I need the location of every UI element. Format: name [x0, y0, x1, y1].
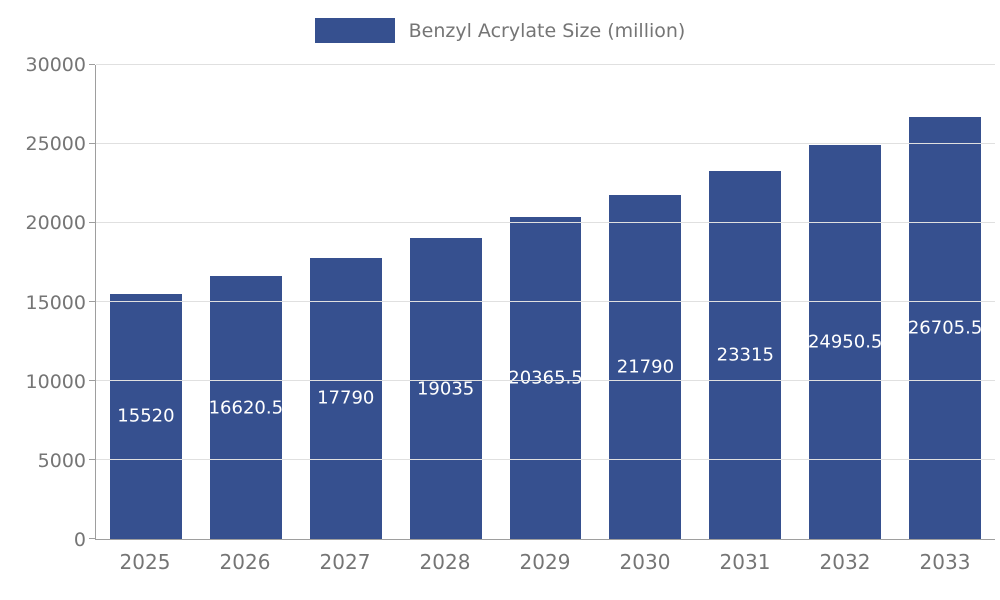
- gridline: [96, 459, 995, 461]
- bar[interactable]: 21790: [609, 194, 682, 539]
- bar-value-label: 20365.5: [508, 367, 583, 389]
- bar-value-label: 15520: [117, 405, 175, 427]
- x-axis-tick-label: 2025: [119, 550, 171, 574]
- y-axis-labels: 0 5000 10000 15000 20000 25000 30000: [0, 54, 86, 551]
- bar-column: 26705.5: [895, 65, 995, 539]
- x-axis-tick-label: 2030: [619, 550, 671, 574]
- bar[interactable]: 17790: [309, 257, 382, 539]
- bar-value-label: 16620.5: [208, 397, 284, 419]
- bar[interactable]: 24950.5: [807, 144, 883, 539]
- y-axis-tick: [89, 538, 95, 539]
- bar[interactable]: 19035: [409, 238, 482, 539]
- x-axis-labels: 2025 2026 2027 2028 2029 2030 2031 2032 2033: [95, 550, 995, 574]
- y-axis-tick-label: 30000: [25, 54, 86, 76]
- gridline: [96, 380, 995, 382]
- bar-value-label: 26705.5: [907, 317, 983, 339]
- gridline: [96, 301, 995, 302]
- bar[interactable]: 26705.5: [907, 117, 983, 539]
- y-axis-tick-label: 15000: [25, 291, 86, 314]
- bars-container: 15520 16620.5 17790 19035 20365.5 21790 23315 2…: [96, 65, 995, 539]
- bar-column: 15520: [96, 65, 196, 539]
- gridline: [96, 64, 995, 65]
- bar-column: 20365.5: [496, 65, 596, 539]
- y-axis-tick-label: 20000: [25, 212, 86, 235]
- y-axis-tick: [89, 222, 95, 224]
- bar[interactable]: 23315: [709, 170, 782, 539]
- bar-value-label: 17790: [317, 387, 375, 409]
- x-axis-tick-label: 2027: [319, 550, 371, 574]
- bar-value-label: 23315: [716, 344, 774, 366]
- y-axis-tick-label: 10000: [25, 370, 86, 393]
- x-axis-tick-label: 2031: [719, 550, 771, 574]
- bar[interactable]: 16620.5: [208, 276, 284, 539]
- y-axis-tick: [89, 143, 95, 144]
- plot-area: 15520 16620.5 17790 19035 20365.5 21790 23315 2…: [89, 64, 995, 540]
- bar-column: 23315: [695, 65, 795, 539]
- legend-label: Benzyl Acrylate Size (million): [408, 19, 686, 42]
- bar-value-label: 24950.5: [807, 331, 883, 353]
- bar-value-label: 19035: [416, 378, 475, 400]
- x-axis-tick-label: 2026: [219, 550, 271, 574]
- x-axis-tick-label: 2029: [519, 550, 571, 574]
- x-axis-tick-label: 2032: [819, 550, 871, 574]
- bar[interactable]: 15520: [109, 293, 182, 539]
- x-axis-tick-label: 2033: [919, 550, 971, 574]
- bar[interactable]: 20365.5: [508, 217, 583, 539]
- y-axis-tick: [89, 459, 95, 461]
- y-axis-tick-label: 0: [73, 529, 86, 551]
- y-axis-tick-label: 5000: [37, 449, 86, 472]
- legend[interactable]: Benzyl Acrylate Size (million): [0, 18, 1000, 43]
- y-axis-tick-label: 25000: [25, 133, 86, 156]
- gridline: [96, 143, 995, 144]
- bar-column: 24950.5: [795, 65, 895, 539]
- bar-column: 19035: [396, 65, 496, 539]
- legend-swatch: [314, 18, 395, 43]
- bar-column: 21790: [595, 65, 695, 539]
- x-axis-tick-label: 2028: [419, 550, 471, 574]
- bar-column: 16620.5: [196, 65, 296, 539]
- bar-column: 17790: [296, 65, 396, 539]
- bar-value-label: 21790: [616, 356, 675, 378]
- y-axis-tick: [89, 301, 95, 302]
- y-axis-tick: [89, 64, 95, 65]
- y-axis-tick: [89, 380, 95, 382]
- gridline: [96, 222, 995, 224]
